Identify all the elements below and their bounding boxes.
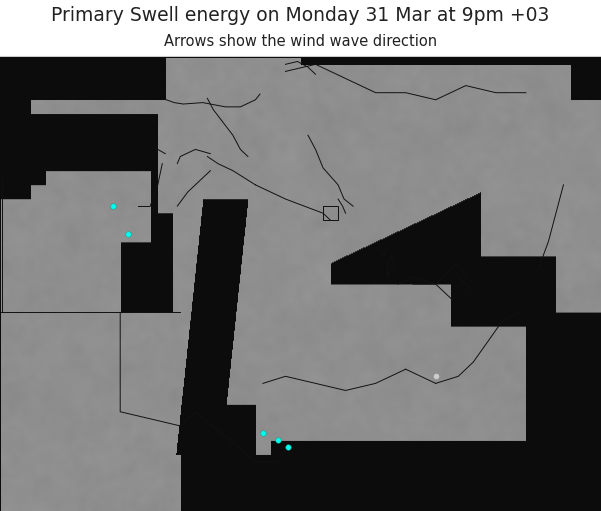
Text: Arrows show the wind wave direction: Arrows show the wind wave direction bbox=[164, 34, 437, 49]
Text: Primary Swell energy on Monday 31 Mar at 9pm +03: Primary Swell energy on Monday 31 Mar at… bbox=[51, 6, 550, 25]
